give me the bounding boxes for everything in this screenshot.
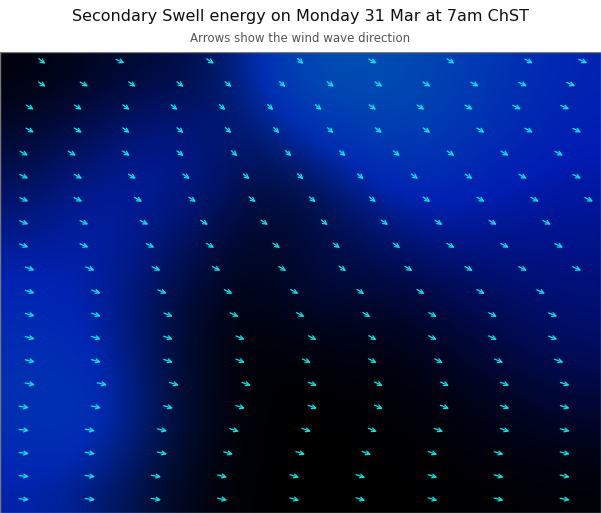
Text: Secondary Swell energy on Monday 31 Mar at 7am ChST: Secondary Swell energy on Monday 31 Mar … (72, 9, 529, 24)
Text: Arrows show the wind wave direction: Arrows show the wind wave direction (191, 32, 410, 46)
